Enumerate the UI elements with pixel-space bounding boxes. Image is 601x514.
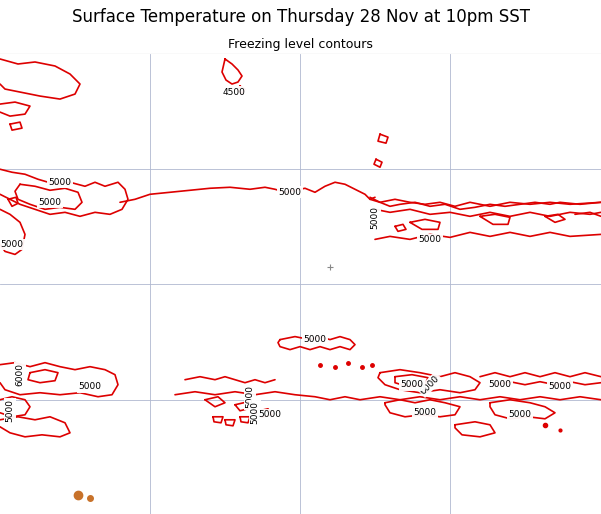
Text: 5000: 5000 <box>304 335 326 344</box>
Text: 5000: 5000 <box>251 401 260 424</box>
Text: 5000: 5000 <box>79 382 102 391</box>
Text: 5000: 5000 <box>370 206 379 229</box>
Text: Surface Temperature on Thursday 28 Nov at 10pm SST: Surface Temperature on Thursday 28 Nov a… <box>72 8 529 26</box>
Text: 5000: 5000 <box>489 380 511 389</box>
Text: 6000: 6000 <box>16 363 25 386</box>
Text: Freezing level contours: Freezing level contours <box>228 38 373 51</box>
Text: 5000: 5000 <box>258 410 281 419</box>
Text: 5000: 5000 <box>5 399 14 423</box>
Text: 5000: 5000 <box>508 410 531 419</box>
Text: 4500: 4500 <box>222 87 245 97</box>
Text: 5000: 5000 <box>400 380 424 389</box>
Text: 5000: 5000 <box>245 385 254 408</box>
Text: 6000: 6000 <box>419 373 441 396</box>
Text: 5000: 5000 <box>38 198 61 207</box>
Text: 5000: 5000 <box>278 188 302 197</box>
Text: 5000: 5000 <box>1 240 23 249</box>
Text: 5000: 5000 <box>413 408 436 417</box>
Text: 5000: 5000 <box>549 382 572 391</box>
Text: 5000: 5000 <box>49 178 72 187</box>
Text: 5000: 5000 <box>418 235 442 244</box>
